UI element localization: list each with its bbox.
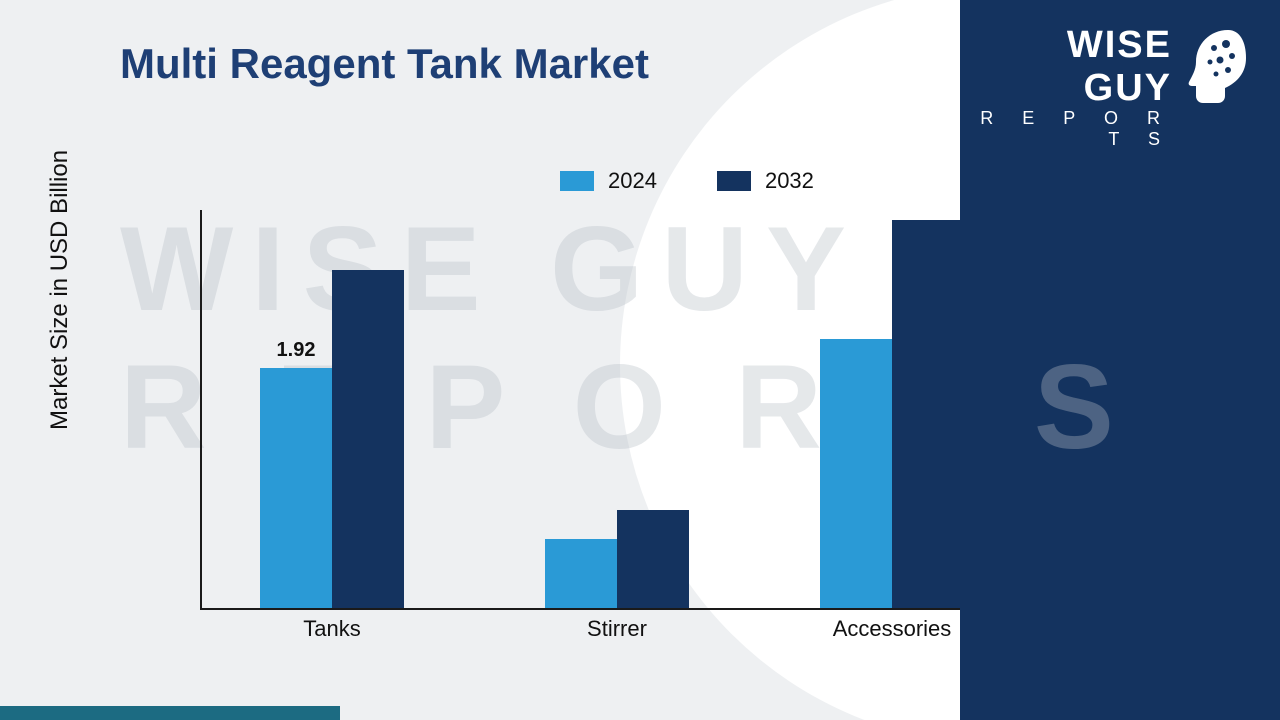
logo-text-sub: R E P O R T S <box>970 108 1172 150</box>
bar-tanks-2032 <box>332 270 404 608</box>
x-axis-line <box>200 608 960 610</box>
legend-label-2024: 2024 <box>608 168 657 194</box>
plot-area: 1.92 Tanks Stirrer Accessories <box>200 210 960 610</box>
bar-stirrer-2032 <box>617 510 689 608</box>
legend-label-2032: 2032 <box>765 168 814 194</box>
category-label-accessories: Accessories <box>833 616 952 642</box>
logo-text-top: WISE GUY <box>970 24 1172 110</box>
y-axis-label: Market Size in USD Billion <box>46 150 74 430</box>
bar-accessories-2024 <box>820 339 892 608</box>
bar-group-stirrer: Stirrer <box>545 510 689 608</box>
category-label-tanks: Tanks <box>303 616 360 642</box>
legend-item-2032: 2032 <box>717 168 814 194</box>
bar-accessories-2032 <box>892 220 964 608</box>
chart-stage: WISE GUY R E P O R T S Multi Reagent Tan… <box>0 0 1280 720</box>
chart-title: Multi Reagent Tank Market <box>120 40 649 88</box>
bottom-accent-bar <box>0 706 340 720</box>
y-axis-line <box>200 210 202 610</box>
bar-tanks-2024 <box>260 368 332 608</box>
legend-swatch-2032 <box>717 171 751 191</box>
chart-area: 1.92 Tanks Stirrer Accessories <box>90 200 960 660</box>
brand-logo: WISE GUY R E P O R T S <box>970 24 1250 150</box>
bar-group-accessories: Accessories <box>820 220 964 608</box>
category-label-stirrer: Stirrer <box>587 616 647 642</box>
legend-item-2024: 2024 <box>560 168 657 194</box>
bar-group-tanks: 1.92 Tanks <box>260 270 404 608</box>
bar-value-label-tanks-2024: 1.92 <box>277 339 316 362</box>
head-icon <box>1180 26 1250 106</box>
bar-stirrer-2024 <box>545 539 617 608</box>
legend-swatch-2024 <box>560 171 594 191</box>
legend: 2024 2032 <box>560 168 814 194</box>
